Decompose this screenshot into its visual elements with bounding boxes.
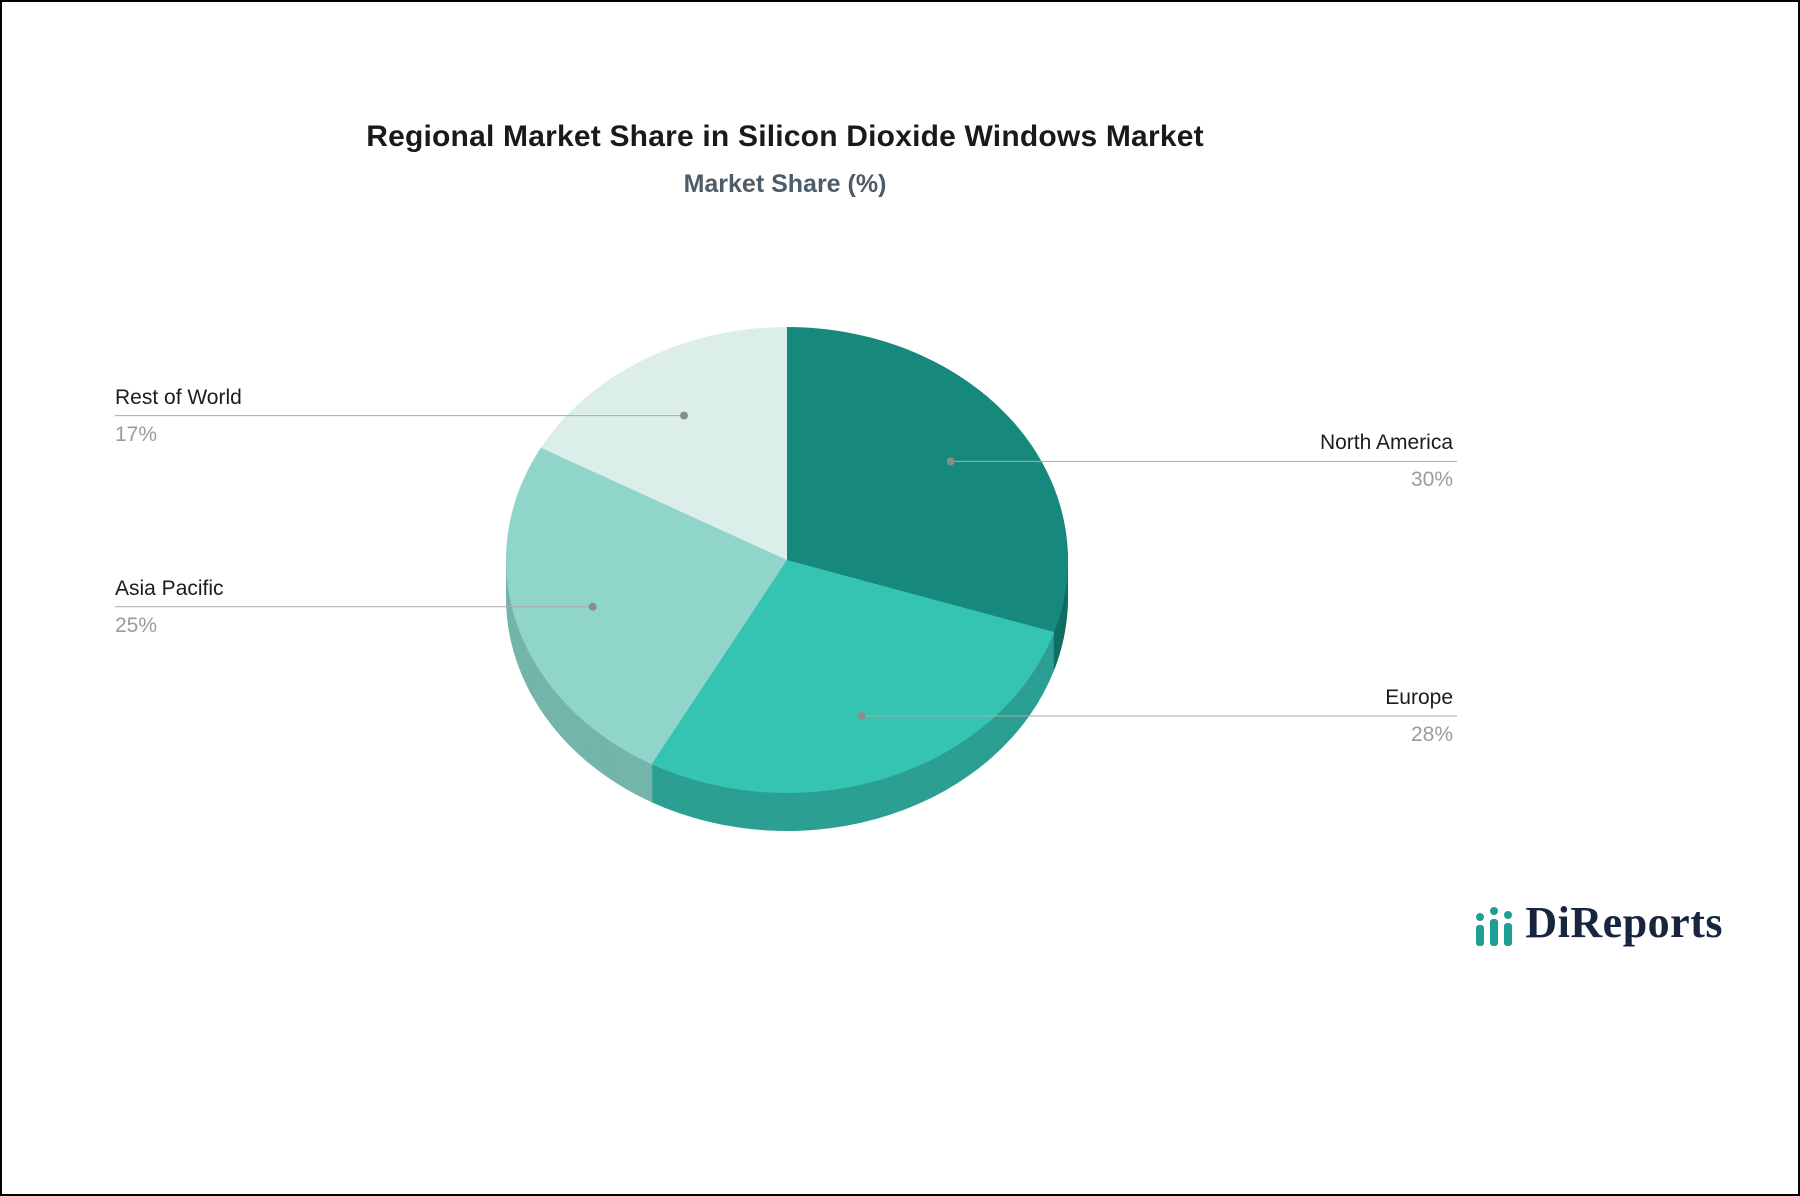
pie-label-north-america: North America 30% bbox=[1320, 430, 1453, 493]
pie-label-name: North America bbox=[1319, 431, 1453, 454]
pie-label-name: Asia Pacific bbox=[115, 577, 224, 600]
pie-slice-0 bbox=[787, 327, 1068, 632]
leader-dot bbox=[680, 411, 688, 420]
pie-label-asia-pacific: Asia Pacific 25% bbox=[115, 576, 224, 639]
bar-chart-icon bbox=[1476, 907, 1513, 946]
pie-label-name: Rest of World bbox=[115, 386, 242, 409]
pie-label-rest-of-world: Rest of World 17% bbox=[115, 385, 242, 448]
chart-subtitle: Market Share (%) bbox=[683, 170, 887, 198]
leader-dot bbox=[857, 712, 866, 720]
direports-logo: DiReports bbox=[1472, 900, 1723, 946]
pie-slice-3 bbox=[540, 327, 787, 560]
leader-dot bbox=[946, 457, 955, 466]
pie-label-value: 25% bbox=[115, 614, 158, 637]
pie-label-value: 17% bbox=[115, 423, 158, 446]
chart-title: Regional Market Share in Silicon Dioxide… bbox=[366, 120, 1204, 153]
pie-label-value: 28% bbox=[1410, 723, 1453, 746]
leader-dot bbox=[588, 602, 597, 611]
pie-label-name: Europe bbox=[1385, 686, 1453, 709]
logo-text: DiReports bbox=[1525, 898, 1723, 947]
pie-label-europe: Europe 28% bbox=[1385, 685, 1453, 748]
pie-slice-2 bbox=[506, 447, 787, 765]
pie-label-value: 30% bbox=[1410, 468, 1453, 491]
pie-slice-1 bbox=[651, 560, 1055, 794]
